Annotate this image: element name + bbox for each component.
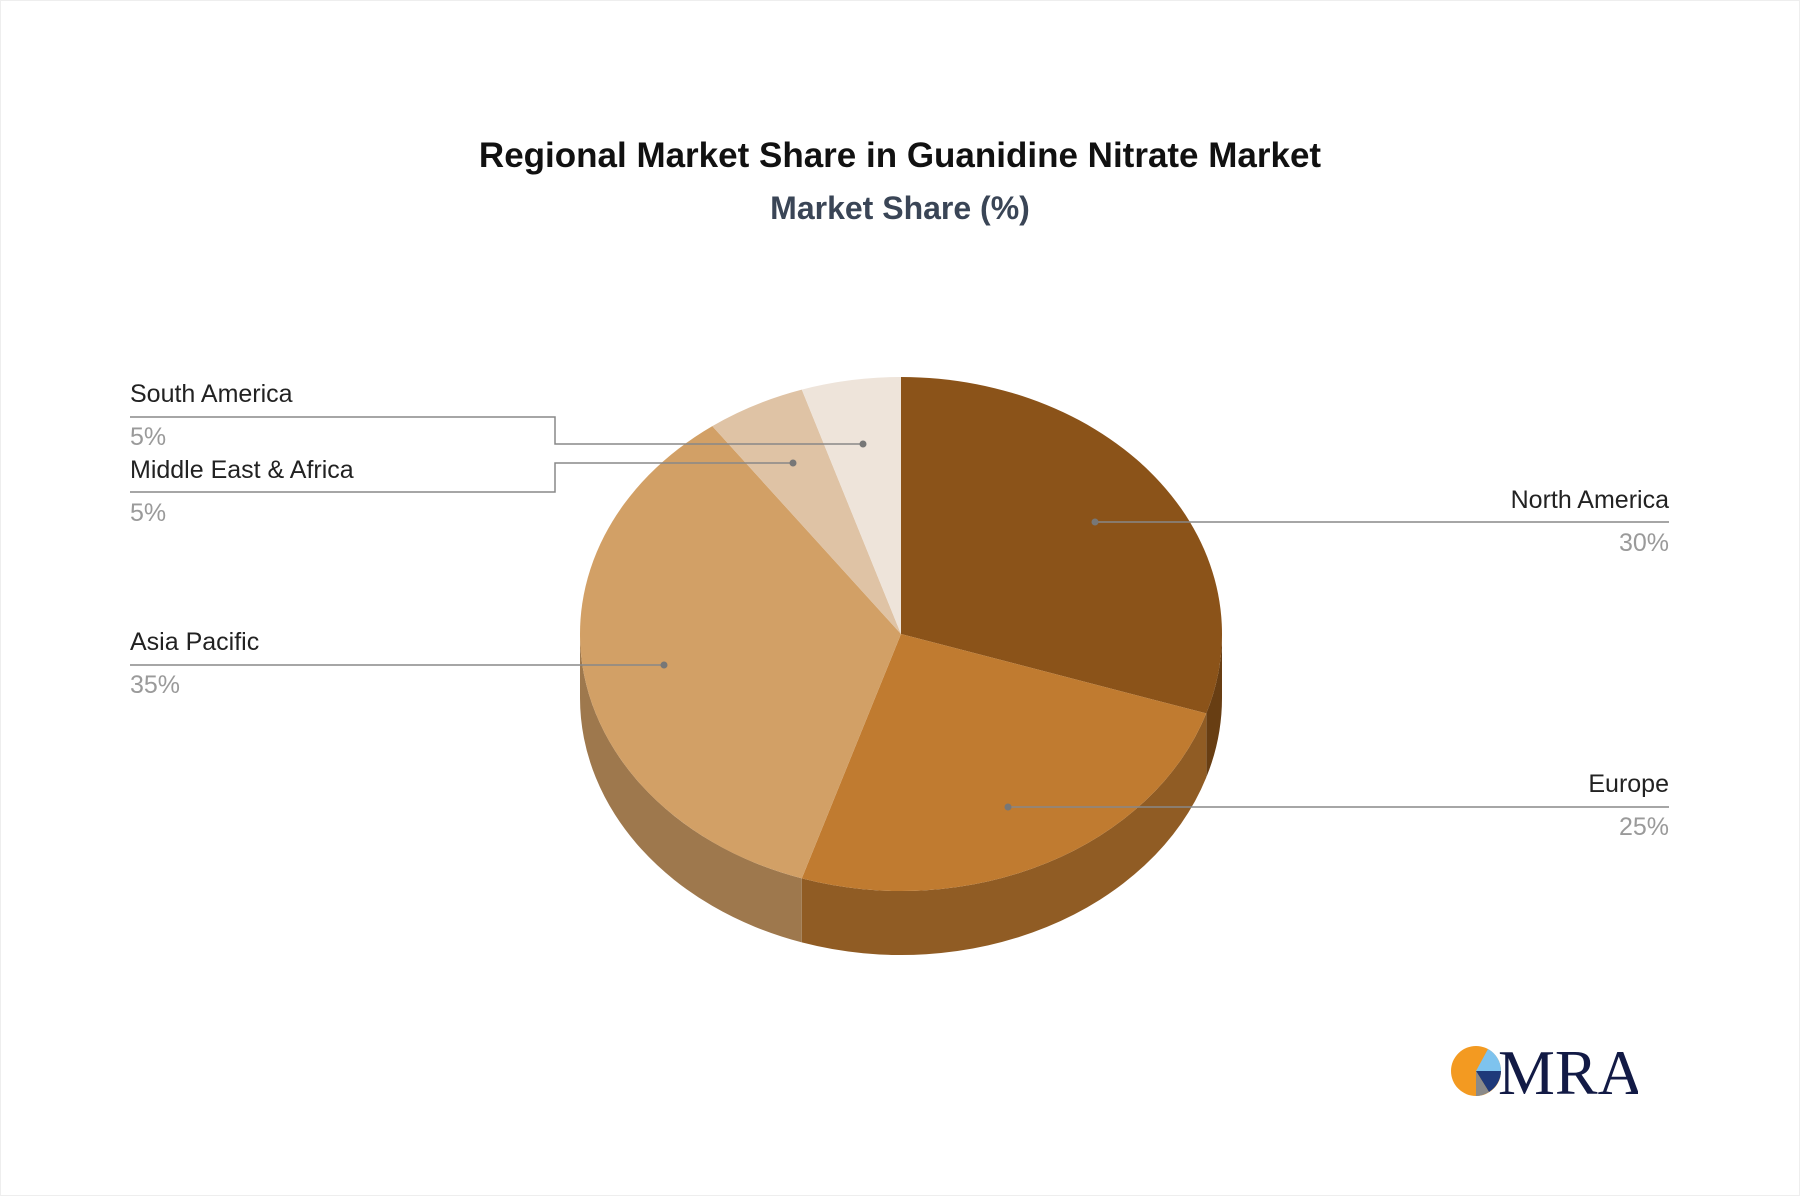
pie-slice-middle-east-africa[interactable] [712,389,901,634]
mra-logo: MRA [1448,1037,1644,1108]
leader-dot-south-america [859,440,867,448]
pie-slice-north-america[interactable] [901,377,1222,714]
logo-text: MRA [1498,1040,1638,1100]
leader-dot-north-america [1091,518,1099,526]
pie-slice-asia-pacific[interactable] [579,426,901,879]
pie-side-europe [801,713,1207,955]
chart-subtitle: Market Share (%) [770,190,1030,226]
value-europe: 25% [1618,813,1669,841]
pie-side-north-america [1206,634,1222,778]
value-asia-pacific: 35% [130,671,181,699]
leader-line-south-america [130,416,863,445]
pie-slice-europe[interactable] [801,634,1207,891]
value-north-america: 30% [1618,529,1669,557]
value-south-america: 5% [130,423,167,451]
label-south-america: South America [130,380,293,408]
leader-dot-europe [1004,803,1012,811]
leader-dot-middle-east-africa [789,459,797,467]
label-europe: Europe [1588,770,1669,798]
value-middle-east-africa: 5% [130,499,167,527]
pie-side-asia-pacific [580,634,802,943]
label-north-america: North America [1510,486,1669,514]
pie-slice-south-america[interactable] [801,377,901,634]
label-asia-pacific: Asia Pacific [130,628,260,656]
leader-dot-asia-pacific [660,661,668,669]
chart-title: Regional Market Share in Guanidine Nitra… [478,136,1322,175]
leader-line-middle-east-africa [130,462,793,493]
label-middle-east-africa: Middle East & Africa [130,456,354,484]
